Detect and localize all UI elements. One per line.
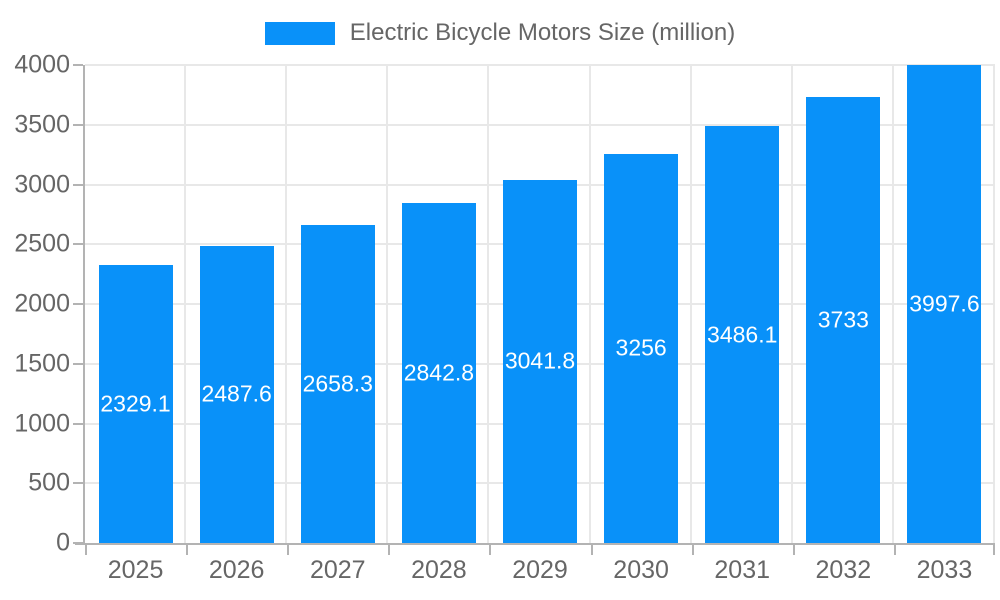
v-gridline <box>588 65 591 543</box>
x-tick-label: 2029 <box>512 556 568 584</box>
x-tick <box>186 545 189 555</box>
x-tick-label: 2028 <box>411 556 467 584</box>
x-tick <box>590 545 593 555</box>
bar-value-label: 3041.8 <box>504 347 576 374</box>
x-tick <box>85 545 87 555</box>
y-tick <box>73 243 83 246</box>
v-gridline <box>993 65 995 543</box>
bar-value-label: 3733 <box>817 306 869 333</box>
y-tick-label: 1500 <box>14 349 70 378</box>
bar: 2487.6 <box>199 245 274 543</box>
y-tick <box>73 362 83 365</box>
y-tick <box>73 123 83 126</box>
legend-swatch <box>264 21 335 45</box>
y-tick <box>73 482 83 485</box>
y-tick-label: 2500 <box>14 229 70 258</box>
v-gridline <box>891 65 894 543</box>
x-axis-line <box>75 543 995 545</box>
y-tick-label: 3000 <box>14 170 70 198</box>
x-tick <box>893 545 896 555</box>
bar: 3997.6 <box>907 65 982 543</box>
y-tick-label: 2000 <box>14 289 70 318</box>
x-tick <box>489 545 492 555</box>
x-tick-label: 2033 <box>916 556 973 584</box>
plot-area: 2329.1 2487.6 2658.3 2842.8 3041.8 3256 3486.1… <box>73 64 995 555</box>
y-tick-label: 4000 <box>14 50 70 79</box>
x-tick <box>287 545 290 555</box>
bar: 3041.8 <box>503 179 577 543</box>
bar: 2842.8 <box>401 203 476 543</box>
y-tick <box>73 183 83 186</box>
x-tick <box>388 545 391 555</box>
y-tick-label: 1000 <box>14 409 70 437</box>
y-tick-label: 0 <box>56 528 70 557</box>
bar-value-label: 2658.3 <box>302 370 373 397</box>
x-tick-label: 2027 <box>309 556 366 584</box>
chart-legend: Electric Bicycle Motors Size (million) <box>0 19 1000 47</box>
x-tick <box>993 545 995 555</box>
v-gridline <box>386 65 389 543</box>
bar: 3733 <box>806 96 881 543</box>
bar-value-label: 3997.6 <box>909 290 980 317</box>
y-tick <box>73 422 83 425</box>
x-tick-label: 2031 <box>714 556 771 584</box>
bar: 2329.1 <box>98 264 173 543</box>
bar-value-label: 2487.6 <box>201 380 272 407</box>
x-tick <box>691 545 694 555</box>
v-gridline <box>790 65 793 543</box>
x-tick-label: 2032 <box>815 556 872 584</box>
bar-value-label: 2842.8 <box>403 359 475 386</box>
bar-value-label: 2329.1 <box>100 390 171 417</box>
h-gridline <box>85 123 995 126</box>
bar-value-label: 3256 <box>615 334 667 361</box>
v-gridline <box>285 65 288 543</box>
v-gridline <box>487 65 490 543</box>
y-tick-label: 3500 <box>14 110 70 139</box>
x-tick-label: 2025 <box>107 556 164 584</box>
bar-value-label: 3486.1 <box>707 321 778 348</box>
y-axis-line <box>83 65 85 543</box>
legend-label: Electric Bicycle Motors Size (million) <box>349 19 736 46</box>
h-gridline <box>85 64 995 66</box>
bar: 3486.1 <box>705 126 780 543</box>
bar: 2658.3 <box>300 225 375 543</box>
x-tick-label: 2026 <box>208 556 265 584</box>
y-tick-label: 500 <box>28 468 70 497</box>
x-tick-label: 2030 <box>613 556 669 584</box>
y-tick <box>73 64 83 66</box>
v-gridline <box>689 65 692 543</box>
y-tick <box>73 303 83 305</box>
x-tick <box>792 545 795 555</box>
v-gridline <box>184 65 187 543</box>
bar: 3256 <box>604 153 679 543</box>
